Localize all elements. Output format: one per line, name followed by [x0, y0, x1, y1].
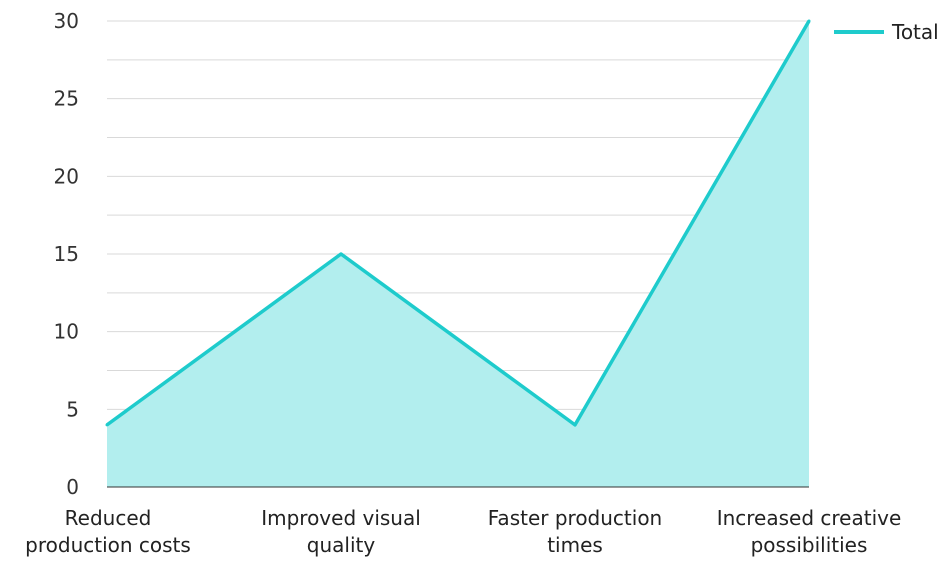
series-line-total	[105, 20, 811, 427]
y-tick-label: 30	[54, 9, 79, 33]
x-category-label-line: quality	[307, 533, 376, 557]
x-category-label-line: Faster production	[488, 506, 662, 530]
x-category-label: Reduced production costs	[25, 506, 191, 557]
legend-label-total: Total	[891, 20, 939, 44]
legend: Total	[834, 20, 939, 44]
x-category-label: Increased creative possibilities	[717, 506, 902, 557]
series-area-layer	[105, 19, 811, 487]
y-tick-label: 25	[54, 87, 79, 111]
x-category-labels: Reduced production costs Improved visual qu…	[25, 506, 901, 557]
series-area-total	[107, 21, 809, 487]
x-category-label-line: Reduced	[65, 506, 152, 530]
x-category-label-line: Increased creative	[717, 506, 902, 530]
y-tick-label: 0	[66, 475, 79, 499]
y-tick-label: 20	[54, 164, 79, 188]
x-category-label: Faster production times	[488, 506, 662, 557]
data-point-3	[807, 19, 811, 23]
y-tick-labels: 0 5 10 15 20 25 30	[54, 9, 79, 499]
x-category-label-line: times	[547, 533, 603, 557]
x-category-label: Improved visual quality	[261, 506, 421, 557]
y-tick-label: 15	[54, 242, 79, 266]
y-tick-label: 5	[66, 397, 79, 421]
data-point-2	[573, 423, 577, 427]
x-category-label-line: production costs	[25, 533, 191, 557]
data-point-0	[105, 423, 109, 427]
y-tick-label: 10	[54, 320, 79, 344]
x-category-label-line: possibilities	[751, 533, 868, 557]
data-point-1	[339, 252, 343, 256]
x-category-label-line: Improved visual	[261, 506, 421, 530]
